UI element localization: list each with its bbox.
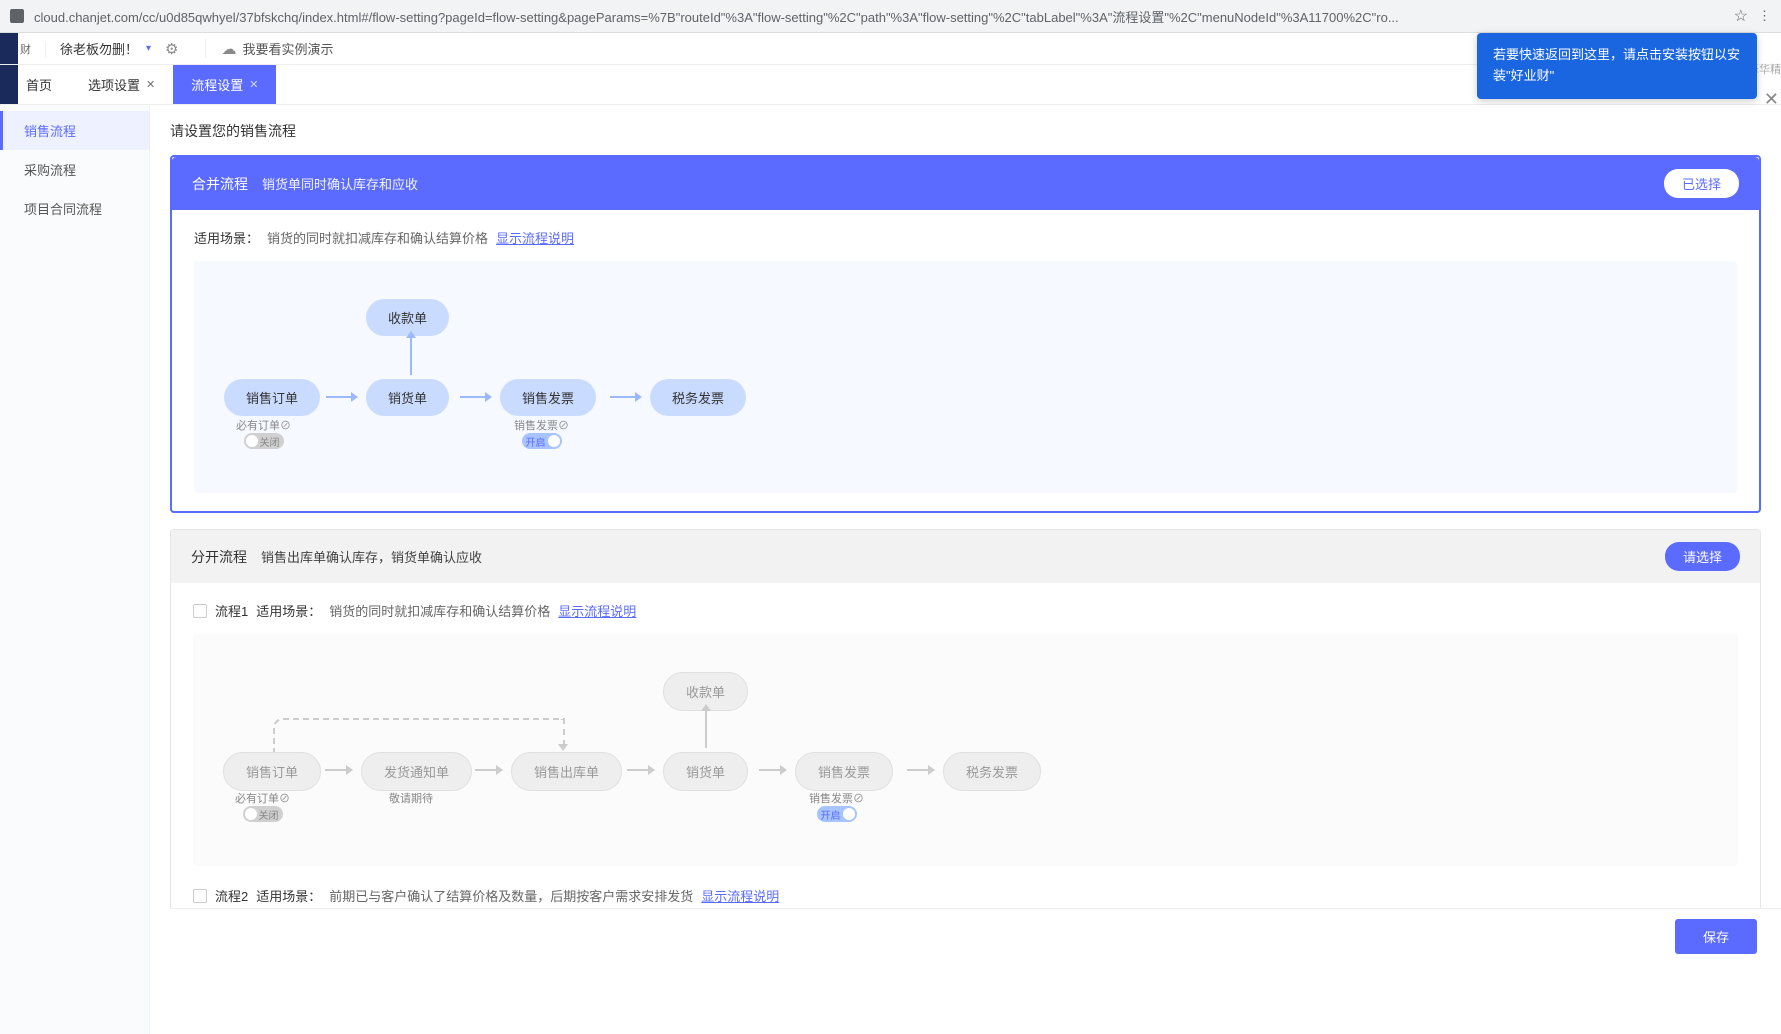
- sidebar-item-purchase-flow[interactable]: 采购流程: [0, 150, 149, 189]
- process1-checkbox[interactable]: [193, 604, 207, 618]
- brand-badge: 财: [20, 41, 46, 57]
- arrow-icon: [610, 396, 636, 398]
- arrow-icon: [325, 769, 347, 771]
- scene-label: 适用场景：: [194, 228, 259, 247]
- merge-flow-card: 合并流程 销货单同时确认库存和应收 已选择 适用场景： 销货的同时就扣减库存和确…: [170, 155, 1761, 513]
- merge-diagram: 销售订单 销货单 销售发票 税务发票 收款单 必有订单⊘ 关闭: [194, 261, 1737, 493]
- show-flow-description-link[interactable]: 显示流程说明: [701, 886, 779, 905]
- org-name: 徐老板勿删！: [60, 39, 138, 58]
- arrow-icon: [475, 769, 497, 771]
- close-icon[interactable]: ✕: [146, 78, 155, 91]
- split-flow-subtitle: 销售出库单确认库存，销货单确认应收: [261, 547, 482, 566]
- lock-icon: [10, 9, 24, 23]
- merge-flow-header: 合并流程 销货单同时确认库存和应收 已选择: [172, 157, 1759, 210]
- node-sales-order: 销售订单: [224, 379, 320, 416]
- arrow-down-icon: [558, 744, 568, 751]
- cloud-icon: ☁: [222, 40, 237, 58]
- demo-link[interactable]: ☁ 我要看实例演示: [205, 39, 334, 58]
- chevron-down-icon: ▾: [146, 43, 151, 54]
- node-outbound: 销售出库单: [511, 752, 622, 791]
- arrow-icon: [460, 396, 486, 398]
- toggle-required-order[interactable]: 关闭: [243, 806, 283, 822]
- page-title: 请设置您的销售流程: [170, 121, 1761, 141]
- node-sales-slip: 销货单: [663, 752, 748, 791]
- scene-text: 销货的同时就扣减库存和确认结算价格: [329, 601, 550, 620]
- scene-text: 销货的同时就扣减库存和确认结算价格: [267, 228, 488, 247]
- split-flow-title: 分开流程: [191, 547, 247, 567]
- show-flow-description-link[interactable]: 显示流程说明: [496, 228, 574, 247]
- sidebar-item-sales-flow[interactable]: 销售流程: [0, 111, 149, 150]
- merge-flow-subtitle: 销货单同时确认库存和应收: [262, 174, 418, 193]
- browser-url-bar: cloud.chanjet.com/cc/u0d85qwhyel/37bfskc…: [0, 0, 1781, 33]
- arrow-up-icon: [705, 710, 707, 748]
- node-meta-coming-soon: 敬请期待: [389, 790, 433, 806]
- browser-menu-icon[interactable]: ⋮: [1758, 8, 1771, 24]
- process2-checkbox[interactable]: [193, 889, 207, 903]
- node-tax-invoice: 税务发票: [943, 752, 1041, 791]
- save-button[interactable]: 保存: [1675, 919, 1757, 954]
- arrow-icon: [759, 769, 781, 771]
- tab-flow-settings[interactable]: 流程设置✕: [173, 65, 276, 104]
- tab-home[interactable]: 首页: [8, 65, 70, 104]
- toggle-required-order[interactable]: 关闭: [244, 433, 284, 449]
- please-select-button[interactable]: 请选择: [1665, 542, 1740, 571]
- node-sales-invoice: 销售发票: [500, 379, 596, 416]
- node-meta-required-order: 必有订单⊘ 关闭: [236, 417, 291, 452]
- node-meta-required-order: 必有订单⊘ 关闭: [235, 790, 290, 825]
- sidebar-item-project-contract-flow[interactable]: 项目合同流程: [0, 189, 149, 228]
- node-sales-invoice: 销售发票: [795, 752, 893, 791]
- org-selector[interactable]: 徐老板勿删！ ▾: [60, 39, 151, 58]
- url-text: cloud.chanjet.com/cc/u0d85qwhyel/37bfskc…: [34, 7, 1724, 26]
- close-icon[interactable]: ✕: [1764, 89, 1779, 110]
- app-top-bar: 财 徐老板勿删！ ▾ ⚙ ☁ 我要看实例演示 若要快速返回到这里，请点击安装按钮…: [0, 33, 1781, 65]
- dashed-path: [563, 718, 565, 746]
- process1-scene-row: 流程1 适用场景： 销货的同时就扣减库存和确认结算价格 显示流程说明: [193, 601, 1738, 620]
- scene-label: 适用场景：: [256, 601, 321, 620]
- dashed-path: [273, 718, 563, 752]
- process1-label: 流程1: [215, 601, 248, 620]
- arrow-up-icon: [410, 337, 412, 375]
- node-tax-invoice: 税务发票: [650, 379, 746, 416]
- scene-text: 前期已与客户确认了结算价格及数量，后期按客户需求安排发货: [329, 886, 693, 905]
- toggle-sales-invoice[interactable]: 开启: [817, 806, 857, 822]
- process2-label: 流程2: [215, 886, 248, 905]
- node-meta-sales-invoice: 销售发票⊘ 开启: [809, 790, 864, 825]
- main-content: 请设置您的销售流程 合并流程 销货单同时确认库存和应收 已选择 适用场景： 销货…: [150, 105, 1781, 1034]
- bookmark-star-icon[interactable]: ☆: [1734, 6, 1748, 26]
- toggle-sales-invoice[interactable]: 开启: [522, 433, 562, 449]
- arrow-icon: [627, 769, 649, 771]
- install-notice: 若要快速返回到这里，请点击安装按钮以安装"好业财": [1477, 33, 1757, 99]
- merge-flow-title: 合并流程: [192, 174, 248, 194]
- arrow-icon: [326, 396, 352, 398]
- scene-label: 适用场景：: [256, 886, 321, 905]
- node-meta-sales-invoice: 销售发票⊘ 开启: [514, 417, 569, 452]
- process1-diagram: 销售订单 发货通知单 销售出库单 销货单 销售发票 税务发票 收款单: [193, 634, 1738, 866]
- node-sales-slip: 销货单: [366, 379, 449, 416]
- split-flow-card: 分开流程 销售出库单确认库存，销货单确认应收 请选择 流程1 适用场景： 销货的…: [170, 529, 1761, 938]
- process2-scene-row: 流程2 适用场景： 前期已与客户确认了结算价格及数量，后期按客户需求安排发货 显…: [193, 886, 1738, 905]
- tab-option-settings[interactable]: 选项设置✕: [70, 65, 173, 104]
- merge-scene-row: 适用场景： 销货的同时就扣减库存和确认结算价格 显示流程说明: [194, 228, 1737, 247]
- node-sales-order: 销售订单: [223, 752, 321, 791]
- bottom-action-bar: 保存: [170, 908, 1781, 964]
- sidebar: 销售流程 采购流程 项目合同流程: [0, 105, 150, 1034]
- show-flow-description-link[interactable]: 显示流程说明: [558, 601, 636, 620]
- close-icon[interactable]: ✕: [249, 78, 258, 91]
- arrow-icon: [907, 769, 929, 771]
- demo-text: 我要看实例演示: [243, 39, 334, 58]
- node-delivery-notice: 发货通知单: [361, 752, 472, 791]
- selected-button[interactable]: 已选择: [1664, 169, 1739, 198]
- split-flow-header: 分开流程 销售出库单确认库存，销货单确认应收 请选择: [171, 530, 1760, 583]
- gear-icon[interactable]: ⚙: [165, 40, 178, 58]
